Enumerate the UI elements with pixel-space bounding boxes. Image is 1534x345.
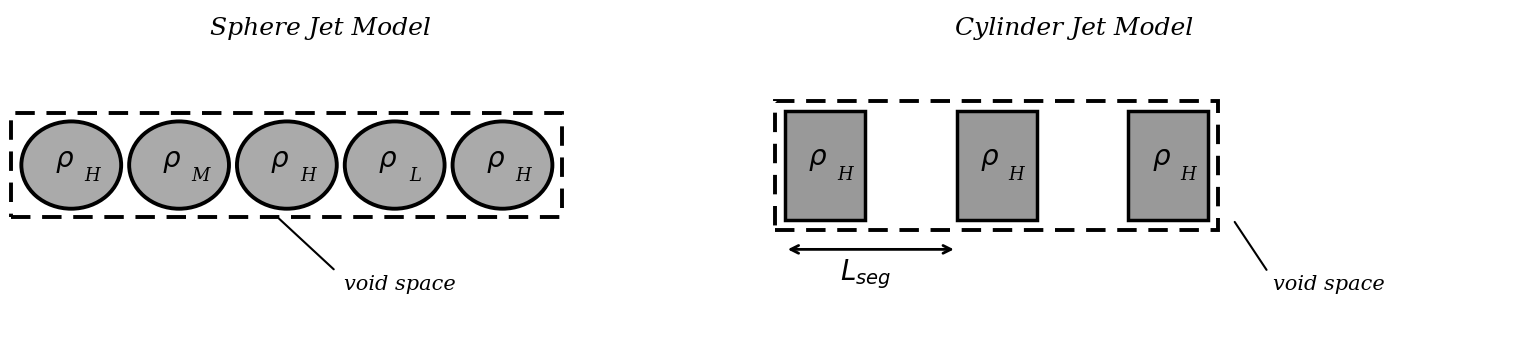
Bar [11,114,563,217]
Bar [775,101,1218,229]
Text: M: M [190,167,209,185]
Text: L: L [410,167,422,185]
Text: H: H [84,167,100,185]
Text: $\rho$: $\rho$ [270,148,290,175]
Text: void space: void space [1273,275,1385,294]
Text: $\rho$: $\rho$ [980,146,999,172]
Text: $\rho$: $\rho$ [1152,146,1170,172]
Text: $L_{seg}$: $L_{seg}$ [841,257,891,291]
Text: H: H [838,166,853,184]
Text: $\rho$: $\rho$ [55,148,74,175]
Text: $\rho$: $\rho$ [808,146,827,172]
Text: $\rho$: $\rho$ [163,148,181,175]
Ellipse shape [21,121,121,209]
Text: H: H [515,167,531,185]
Ellipse shape [345,121,445,209]
Text: H: H [1009,166,1025,184]
Bar [1129,110,1209,220]
Text: Cylinder Jet Model: Cylinder Jet Model [956,17,1193,40]
Text: $\rho$: $\rho$ [377,148,397,175]
Bar [957,110,1037,220]
Text: H: H [1180,166,1197,184]
Text: $\rho$: $\rho$ [486,148,505,175]
Ellipse shape [129,121,229,209]
Text: H: H [301,167,316,185]
Text: Sphere Jet Model: Sphere Jet Model [210,17,431,40]
Ellipse shape [453,121,552,209]
Bar [785,110,865,220]
Ellipse shape [236,121,337,209]
Text: void space: void space [344,275,456,294]
